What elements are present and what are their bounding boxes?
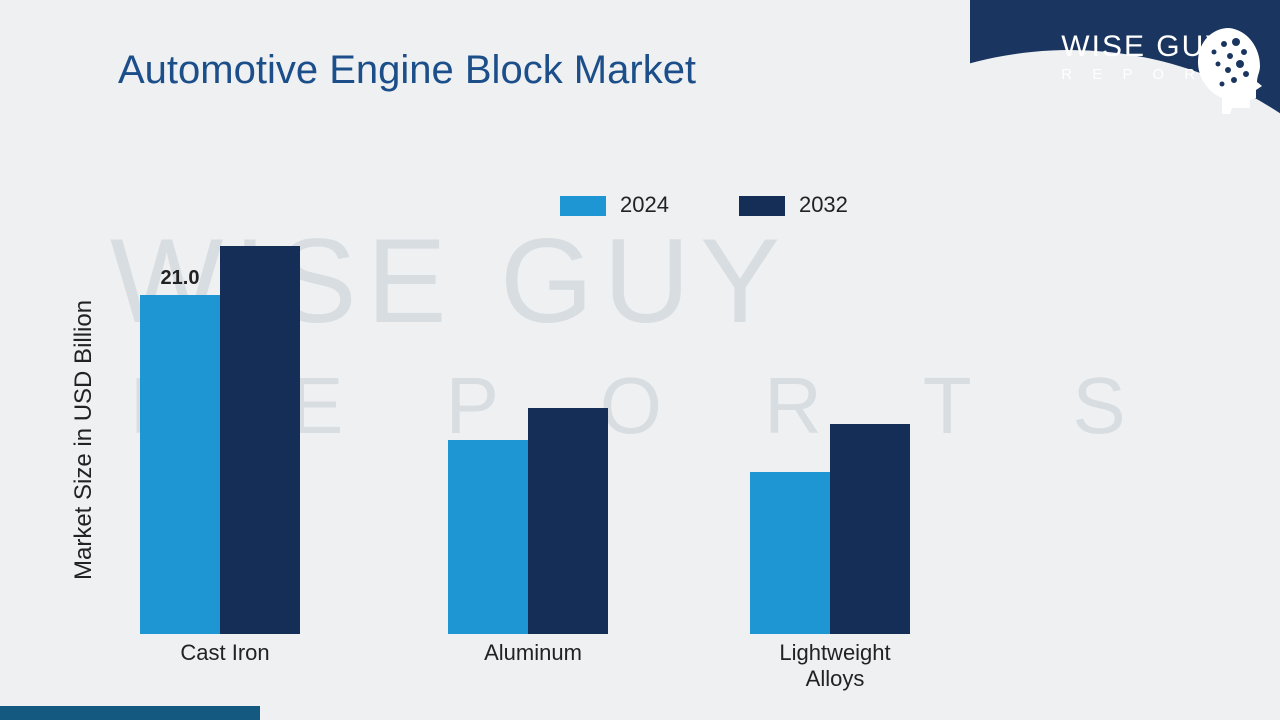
head-icon [1184, 24, 1266, 114]
chart-title: Automotive Engine Block Market [118, 48, 696, 93]
legend-item-2032: 2032 [739, 192, 848, 218]
bar-chart: 21.0Cast IronAluminumLightweight Alloys [110, 230, 980, 634]
bar-2024 [448, 440, 528, 634]
x-axis-label: Aluminum [484, 640, 582, 666]
bar-2032 [830, 424, 910, 634]
x-axis-label: Cast Iron [180, 640, 269, 666]
x-axis-label: Lightweight Alloys [779, 640, 890, 692]
legend-swatch-2024 [560, 196, 606, 216]
bar-2032 [220, 246, 300, 634]
legend: 2024 2032 [560, 192, 848, 218]
legend-swatch-2032 [739, 196, 785, 216]
bar-2024 [750, 472, 830, 634]
brand-logo: WISE GUY R E P O R T S [1061, 30, 1262, 83]
bottom-strip [0, 706, 260, 720]
bar-2032 [528, 408, 608, 634]
legend-label-2032: 2032 [799, 192, 848, 217]
stage: WISE GUY R E P O R T S Automotive Engine… [0, 0, 1280, 720]
legend-label-2024: 2024 [620, 192, 669, 217]
y-axis-label: Market Size in USD Billion [70, 300, 98, 580]
bar-2024: 21.0 [140, 295, 220, 634]
bar-value-label: 21.0 [140, 267, 220, 290]
legend-item-2024: 2024 [560, 192, 669, 218]
